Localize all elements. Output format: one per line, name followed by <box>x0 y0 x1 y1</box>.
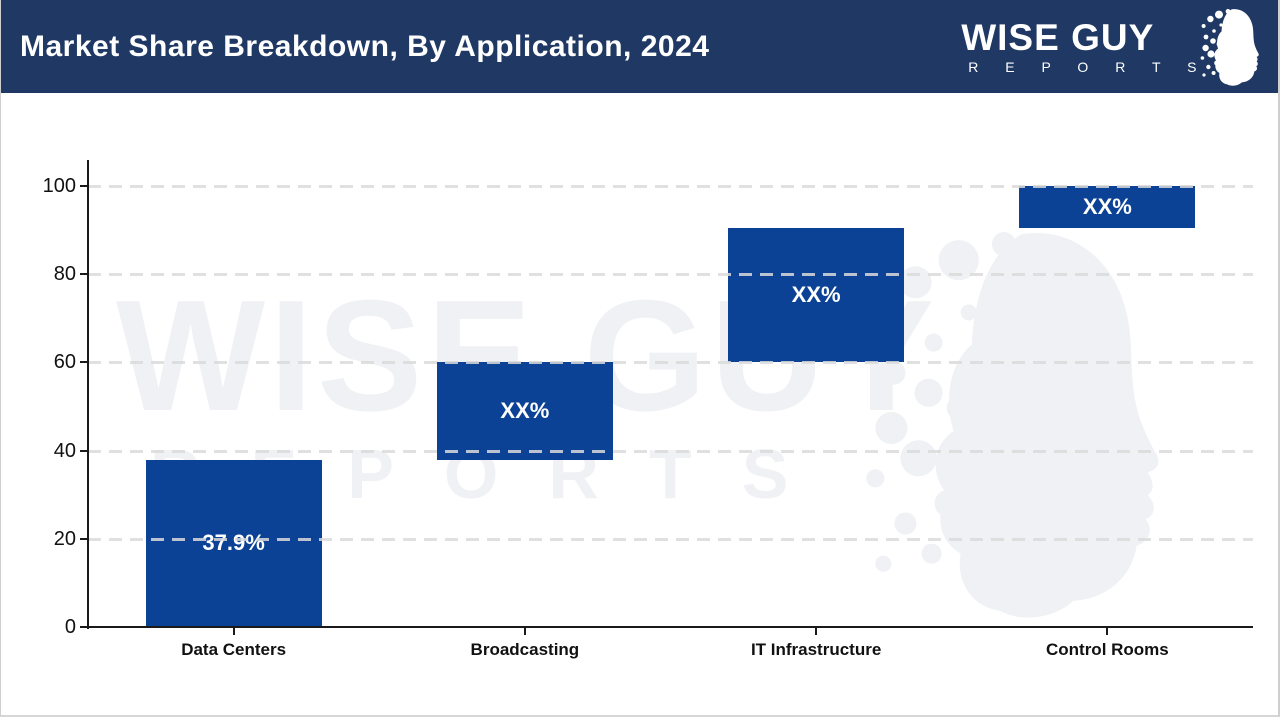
header: Market Share Breakdown, By Application, … <box>0 0 1280 93</box>
bar-data-centers: 37.9% <box>145 459 322 627</box>
x-tick-label-3: Control Rooms <box>1045 640 1169 659</box>
x-axis-line <box>87 626 1253 628</box>
y-tick-label-40: 40 <box>53 439 76 462</box>
y-tick-mark-20 <box>80 537 88 540</box>
y-tick-label-60: 60 <box>53 351 76 374</box>
watermark-face-icon <box>866 232 1159 618</box>
brand-subname: R E P O R T S <box>968 59 1208 75</box>
gridline-40 <box>88 449 1253 453</box>
y-tick-mark-60 <box>80 361 88 364</box>
y-tick-label-100: 100 <box>42 175 76 197</box>
x-tick-label-1: Broadcasting <box>470 640 580 659</box>
x-tick-mark-1 <box>523 628 526 635</box>
y-tick-label-80: 80 <box>53 263 76 286</box>
bar-value-label: XX% <box>500 398 550 424</box>
y-axis-line <box>87 160 89 629</box>
bar-control-rooms: XX% <box>1019 186 1196 228</box>
y-tick-label-20: 20 <box>53 527 76 550</box>
x-tick-label-2: IT Infrastructure <box>750 640 882 659</box>
gridline-80 <box>88 273 1253 277</box>
gridline-60 <box>88 361 1253 365</box>
brand-name: WISE GUY <box>961 17 1155 58</box>
y-tick-mark-0 <box>80 626 88 628</box>
bar-value-label: XX% <box>791 282 841 308</box>
gridline-100 <box>88 185 1253 188</box>
bar-it-infrastructure: XX% <box>728 227 905 363</box>
x-tick-label-0: Data Centers <box>181 640 287 659</box>
brand-face-icon <box>1200 9 1259 86</box>
y-tick-mark-40 <box>80 449 88 452</box>
y-tick-mark-100 <box>80 185 88 187</box>
x-tick-mark-3 <box>1106 628 1109 635</box>
brand-logo: WISE GUY R E P O R T S <box>961 6 1266 88</box>
gridline-20 <box>88 537 1253 541</box>
bar-value-label: XX% <box>1082 193 1132 219</box>
x-tick-mark-2 <box>815 628 818 635</box>
y-tick-label-0: 0 <box>64 616 76 638</box>
page-title: Market Share Breakdown, By Application, … <box>20 29 710 63</box>
brand-logo-text: WISE GUY R E P O R T S <box>961 19 1208 75</box>
bar-value-label: 37.9% <box>202 530 265 556</box>
y-tick-mark-80 <box>80 273 88 276</box>
x-tick-mark-0 <box>232 628 235 635</box>
bar-broadcasting: XX% <box>436 362 613 460</box>
